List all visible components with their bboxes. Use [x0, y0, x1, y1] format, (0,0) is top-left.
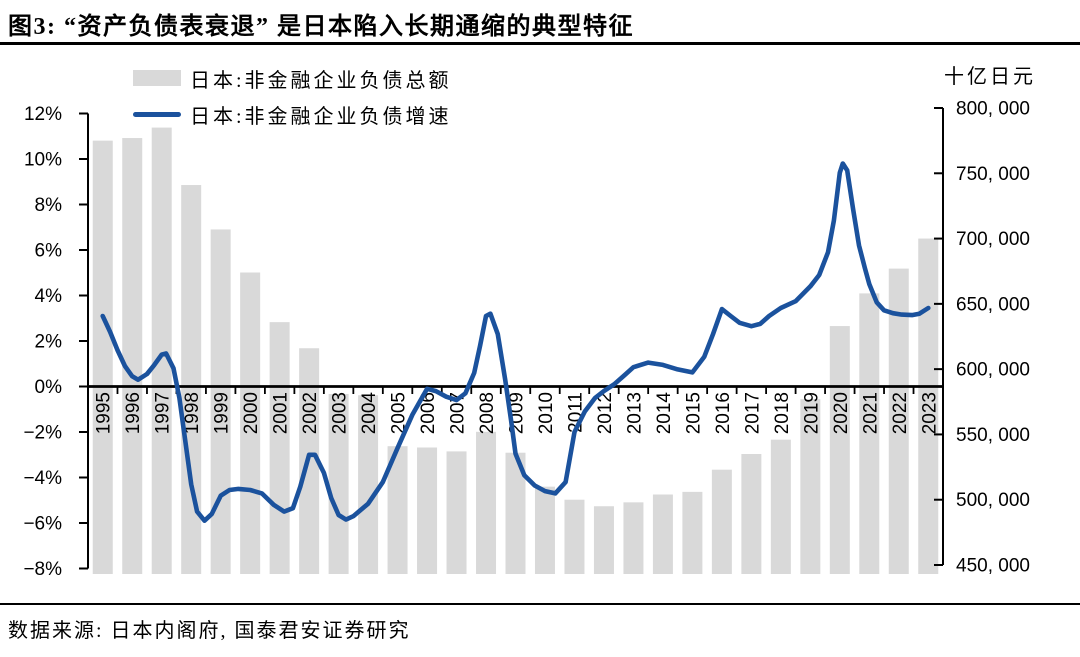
x-axis-year-label: 2000 [241, 392, 262, 434]
bar-1998 [181, 185, 202, 574]
bar-2005 [387, 446, 408, 574]
bar-2012 [593, 506, 614, 574]
legend-item-bar-series: 日本:非金融企业负债总额 [133, 60, 452, 96]
bar-2006 [417, 447, 438, 574]
x-axis-year-label: 2006 [418, 392, 439, 434]
bar-2007 [446, 451, 467, 574]
right-axis-tick-label: 800, 000 [956, 99, 1030, 120]
x-axis-year-label: 2020 [831, 392, 852, 434]
left-axis-tick-label: 12% [24, 104, 62, 125]
bar-2009 [505, 452, 526, 574]
bar-2017 [741, 454, 762, 574]
bar-2019 [800, 399, 821, 574]
bar-1996 [122, 138, 143, 574]
bar-2023 [918, 238, 939, 575]
x-axis-year-label: 2012 [595, 392, 616, 434]
x-axis-year-label: 2022 [890, 392, 911, 434]
left-axis-tick-label: −2% [23, 423, 62, 444]
bar-2008 [476, 431, 497, 574]
x-axis-year-label: 1998 [182, 392, 203, 434]
x-axis-year-label: 2005 [389, 392, 410, 434]
legend-item-line-series: 日本:非金融企业负债增速 [133, 96, 452, 132]
bar-1997 [151, 127, 172, 574]
x-axis-year-label: 2003 [330, 392, 351, 434]
x-axis-year-label: 1997 [153, 392, 174, 434]
line-swatch-icon [133, 111, 181, 117]
bar-2021 [859, 293, 880, 574]
left-axis-tick-label: −4% [23, 468, 62, 489]
x-axis-year-label: 1999 [212, 392, 233, 434]
right-axis-tick-label: 600, 000 [956, 360, 1030, 381]
x-axis-year-label: 1996 [123, 392, 144, 434]
x-axis-year-label: 2004 [359, 392, 380, 435]
legend-label-bar: 日本:非金融企业负债总额 [190, 69, 452, 92]
bar-2001 [269, 322, 290, 574]
right-axis-tick-label: 650, 000 [956, 294, 1030, 315]
title-rule [0, 42, 1080, 45]
bar-2011 [564, 499, 585, 574]
left-axis-tick-label: 4% [35, 286, 63, 307]
bar-2004 [358, 395, 379, 574]
left-axis-tick-label: 0% [35, 377, 63, 398]
x-axis-year-label: 2007 [448, 392, 469, 434]
bar-2015 [682, 491, 703, 574]
x-axis-year-label: 2001 [271, 392, 292, 434]
bar-2014 [652, 494, 673, 574]
bar-1995 [92, 140, 113, 574]
right-axis-tick-label: 750, 000 [956, 164, 1030, 185]
right-axis-tick-label: 550, 000 [956, 425, 1030, 446]
bar-2003 [328, 393, 349, 574]
right-axis-tick-label: 700, 000 [956, 229, 1030, 250]
x-axis-year-label: 1995 [94, 392, 115, 434]
left-axis-tick-label: −6% [23, 514, 62, 535]
x-axis-year-label: 2021 [860, 392, 881, 434]
figure-title: 图3: “资产负债表衰退” 是日本陷入长期通缩的典型特征 [8, 14, 634, 40]
legend: 日本:非金融企业负债总额 日本:非金融企业负债增速 [133, 60, 452, 132]
left-axis-tick-label: −8% [23, 559, 62, 580]
x-axis-year-label: 2015 [683, 392, 704, 434]
left-axis-tick-label: 10% [24, 150, 62, 171]
right-axis-unit-label: 十亿日元 [944, 66, 1036, 88]
left-axis-tick-label: 8% [35, 195, 63, 216]
bar-2010 [534, 486, 555, 574]
x-axis-year-label: 2014 [654, 392, 675, 435]
bar-2013 [623, 502, 644, 574]
left-axis-tick-label: 2% [35, 332, 63, 353]
x-axis-year-label: 2016 [713, 392, 734, 434]
legend-label-line: 日本:非金融企业负债增速 [190, 105, 452, 128]
bar-2016 [711, 469, 732, 574]
bar-2000 [240, 272, 261, 574]
x-axis-year-label: 2002 [300, 392, 321, 434]
x-axis-year-label: 2013 [624, 392, 645, 434]
growth-line [100, 161, 931, 524]
bar-2018 [770, 439, 791, 574]
x-axis-year-label: 2010 [536, 392, 557, 434]
x-axis-year-label: 2023 [919, 392, 940, 434]
bar-swatch-icon [133, 70, 181, 86]
bar-2020 [829, 326, 850, 574]
right-axis-tick-label: 500, 000 [956, 490, 1030, 511]
source-rule [0, 603, 1080, 605]
bar-1999 [210, 229, 231, 574]
x-axis-year-label: 2008 [477, 392, 498, 434]
x-axis-year-label: 2017 [742, 392, 763, 434]
left-axis-tick-label: 6% [35, 241, 63, 262]
x-axis-year-label: 2018 [772, 392, 793, 434]
bar-2022 [888, 268, 909, 574]
x-axis-year-label: 2019 [801, 392, 822, 434]
source-text: 数据来源: 日本内阁府, 国泰君安证券研究 [8, 620, 411, 642]
right-axis-tick-label: 450, 000 [956, 556, 1030, 577]
